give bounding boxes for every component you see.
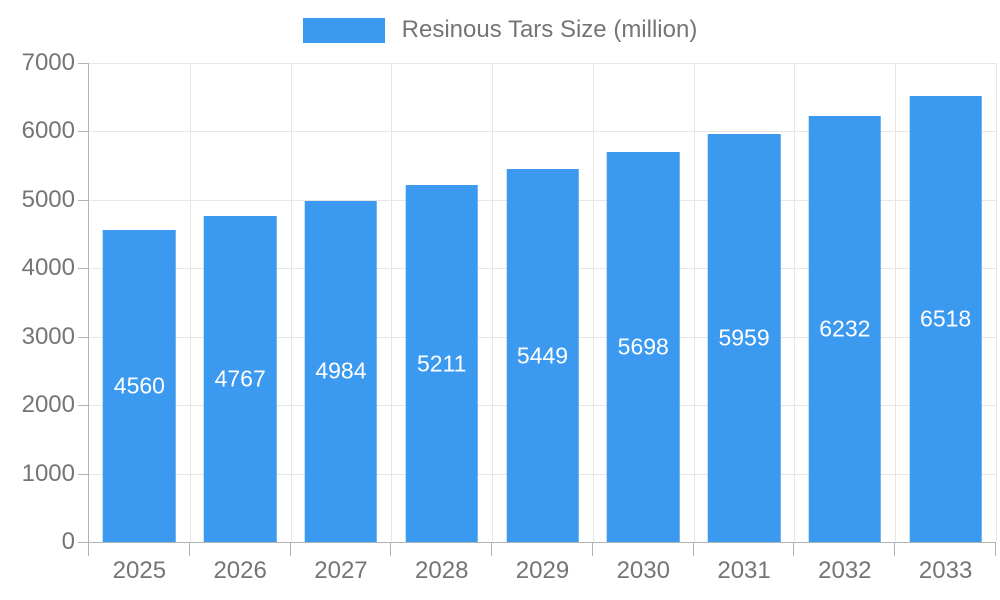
y-gridline [89, 131, 996, 133]
y-tick-label: 5000 [21, 185, 75, 213]
bar: 5211 [405, 185, 478, 542]
x-gridline [391, 63, 393, 542]
x-tick-label: 2032 [818, 557, 872, 584]
plot-area: 0 1000 2000 3000 4000 5000 6000 7000 4560 2025 476… [22, 51, 997, 583]
x-tick [692, 543, 694, 556]
x-tick-label: 2028 [415, 557, 469, 584]
y-tick [78, 473, 88, 475]
x-gridline [492, 63, 494, 542]
x-tick [793, 543, 795, 556]
y-tick-label: 3000 [21, 322, 75, 350]
x-tick-label: 2030 [616, 557, 670, 584]
x-tick [390, 543, 392, 556]
x-gridline [693, 63, 695, 542]
x-tick [491, 543, 493, 556]
y-tick-label: 4000 [21, 254, 75, 282]
bar: 4560 [103, 229, 176, 542]
y-gridline [89, 63, 996, 64]
x-gridline [996, 63, 997, 542]
y-tick-label: 1000 [21, 459, 75, 487]
y-tick [78, 268, 88, 270]
bar: 4767 [203, 215, 277, 542]
bar-value-label: 4984 [315, 357, 367, 384]
x-gridline [794, 63, 796, 542]
x-tick-label: 2026 [213, 557, 267, 584]
bar-value-label: 6518 [920, 305, 972, 332]
bar-value-label: 4767 [214, 365, 266, 392]
x-tick [591, 543, 593, 556]
x-tick [995, 543, 996, 556]
y-tick [78, 131, 88, 133]
x-tick [188, 543, 190, 556]
x-tick [289, 543, 291, 556]
bar-value-label: 4560 [113, 372, 165, 399]
x-tick-label: 2025 [112, 557, 167, 584]
x-gridline [189, 63, 191, 542]
x-tick [88, 543, 89, 556]
x-tick [894, 543, 896, 556]
legend-swatch-icon [302, 17, 385, 43]
x-gridline [592, 63, 594, 542]
y-tick [78, 199, 88, 201]
y-tick [78, 63, 88, 64]
x-gridline [290, 63, 292, 542]
y-tick [78, 336, 88, 338]
bar: 6232 [808, 115, 882, 542]
y-tick-label: 2000 [21, 391, 75, 419]
bar-value-label: 5698 [617, 333, 669, 360]
bar: 4984 [304, 200, 378, 542]
bar-value-label: 5211 [416, 350, 467, 377]
legend-label: Resinous Tars Size (million) [401, 16, 698, 43]
legend[interactable]: Resinous Tars Size (million) [0, 14, 1000, 46]
y-tick [78, 542, 88, 543]
y-tick [78, 405, 88, 407]
bar: 5449 [506, 169, 579, 542]
bar: 6518 [909, 95, 982, 542]
bar-value-label: 6232 [819, 315, 871, 342]
y-tick-label: 6000 [21, 117, 75, 145]
x-tick-label: 2029 [515, 557, 570, 584]
x-gridline [895, 63, 897, 542]
bar: 5959 [707, 134, 781, 542]
bar-value-label: 5959 [718, 324, 770, 351]
x-tick-label: 2027 [314, 557, 368, 584]
x-tick-label: 2033 [918, 557, 973, 584]
x-tick-label: 2031 [717, 557, 771, 584]
y-tick-label: 7000 [21, 49, 75, 76]
bar: 5698 [606, 152, 680, 542]
y-tick-label: 0 [61, 528, 75, 555]
bar-value-label: 5449 [516, 342, 569, 369]
